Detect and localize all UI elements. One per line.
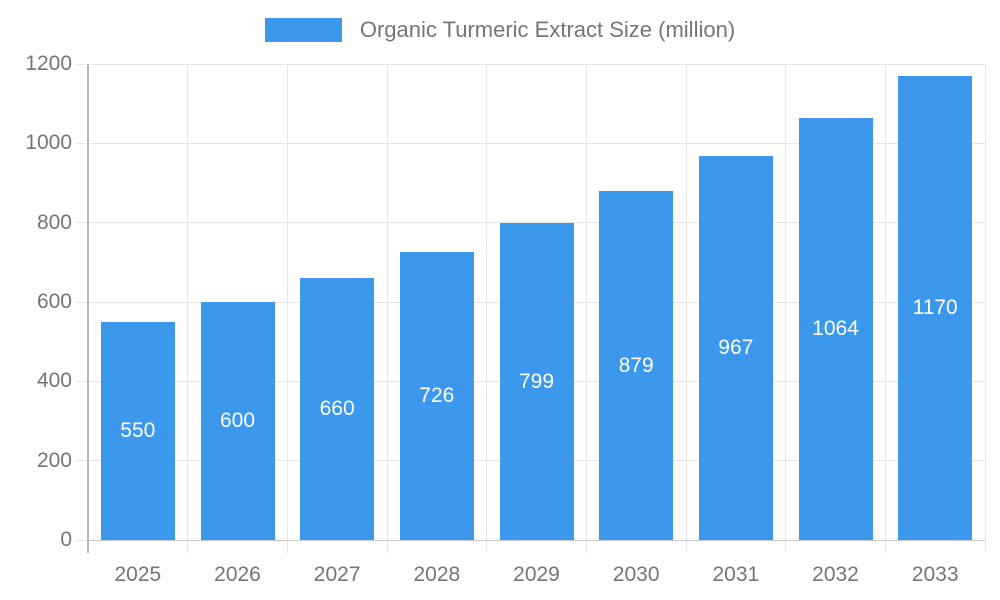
x-gridline	[785, 64, 787, 553]
legend[interactable]: Organic Turmeric Extract Size (million)	[0, 17, 1000, 42]
x-axis-line	[88, 539, 985, 541]
x-tick-label: 2030	[612, 563, 660, 586]
y-tick-label: 400	[36, 369, 72, 393]
x-gridline	[585, 64, 587, 553]
y-axis-line	[87, 64, 89, 553]
x-gridline	[984, 64, 986, 553]
x-gridline	[685, 64, 687, 553]
x-tick-label: 2032	[812, 563, 859, 586]
bar-2025[interactable]	[100, 321, 175, 540]
x-tick-label: 2027	[313, 563, 361, 586]
y-gridline	[76, 222, 985, 224]
bar-2033[interactable]	[898, 75, 973, 540]
x-gridline	[884, 64, 886, 553]
bar-2027[interactable]	[300, 278, 375, 540]
legend-label: Organic Turmeric Extract Size (million)	[359, 17, 736, 42]
y-tick-label: 800	[36, 210, 72, 234]
x-gridline	[286, 64, 288, 553]
x-tick-label: 2025	[114, 563, 162, 586]
x-tick-label: 2033	[911, 563, 959, 586]
x-tick-label: 2026	[214, 563, 261, 586]
bar-2030[interactable]	[599, 191, 674, 540]
x-gridline	[486, 64, 488, 553]
y-tick-label: 200	[36, 448, 72, 472]
x-tick-label: 2028	[413, 563, 461, 586]
y-gridline	[76, 142, 985, 144]
bar-2031[interactable]	[698, 156, 773, 540]
x-gridline	[386, 64, 388, 553]
bar-2032[interactable]	[798, 117, 873, 540]
legend-swatch-icon	[264, 18, 342, 42]
y-gridline	[76, 63, 985, 65]
x-gridline	[187, 64, 189, 553]
y-tick-label: 1200	[25, 52, 72, 75]
y-tick-label: 1000	[25, 131, 72, 155]
bar-2029[interactable]	[499, 223, 574, 540]
y-tick-label: 0	[60, 528, 72, 551]
y-tick-label: 600	[36, 290, 72, 313]
bar-2026[interactable]	[200, 302, 275, 540]
bar-2028[interactable]	[399, 252, 474, 540]
x-tick-label: 2029	[513, 563, 560, 586]
x-tick-label: 2031	[712, 563, 760, 586]
